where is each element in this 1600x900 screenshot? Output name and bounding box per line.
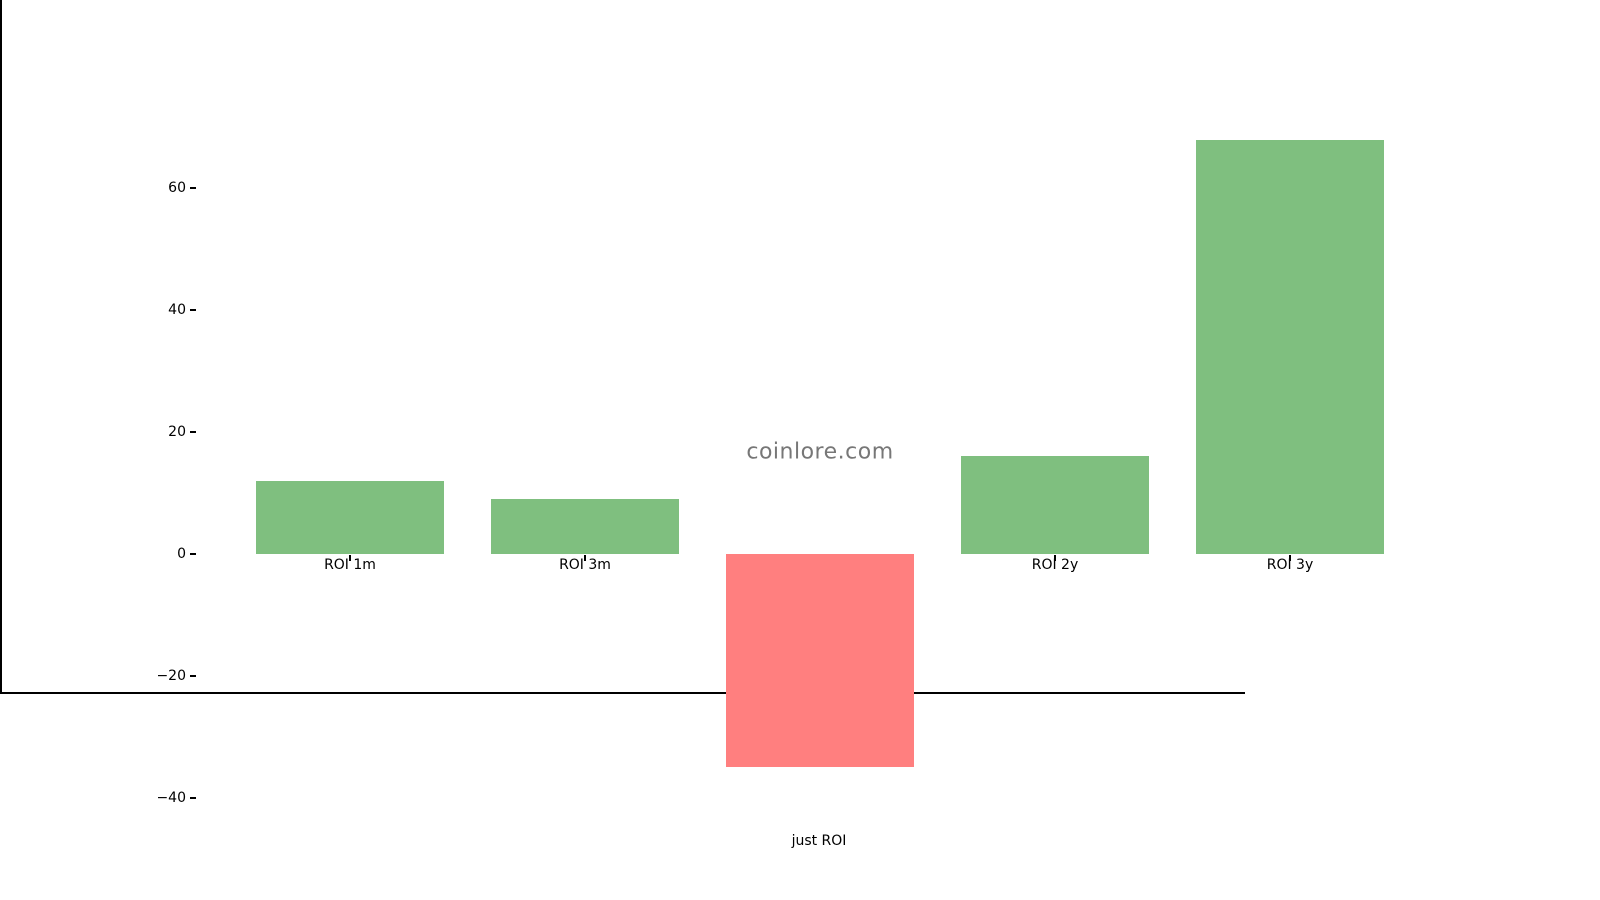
x-tick-mark — [1054, 555, 1056, 561]
x-tick-mark — [349, 555, 351, 561]
y-tick-label: −20 — [156, 667, 186, 684]
x-tick-label: ROI 1m — [324, 557, 376, 573]
y-tick-label: 40 — [168, 302, 186, 319]
y-tick-label: −40 — [156, 789, 186, 806]
bar-roi-2y — [961, 456, 1149, 554]
y-tick-label: 20 — [168, 424, 186, 441]
bar-roi-1m — [256, 480, 444, 554]
x-tick-label: ROI 2y — [1031, 557, 1079, 573]
y-tick-mark — [190, 674, 196, 677]
y-axis-spine — [0, 0, 2, 692]
y-tick-label: 0 — [177, 546, 186, 562]
x-axis-line — [0, 692, 1245, 694]
y-tick-mark — [190, 553, 196, 555]
x-tick-label: ROI 3y — [1266, 557, 1314, 573]
x-tick-label: ROI 3m — [559, 557, 611, 573]
x-axis-title: just ROI — [791, 833, 847, 849]
bar-roi-3y — [1196, 139, 1384, 554]
y-tick-mark — [190, 796, 196, 799]
bar-roi-3m — [491, 499, 679, 554]
y-tick-mark — [190, 187, 196, 190]
watermark: coinlore.com — [746, 439, 894, 465]
x-tick-mark — [584, 555, 586, 561]
x-tick-mark — [1289, 555, 1291, 561]
y-tick-label: 60 — [168, 180, 186, 197]
y-tick-mark — [190, 309, 196, 312]
y-tick-mark — [190, 431, 196, 434]
bar-just-roi — [726, 554, 914, 768]
